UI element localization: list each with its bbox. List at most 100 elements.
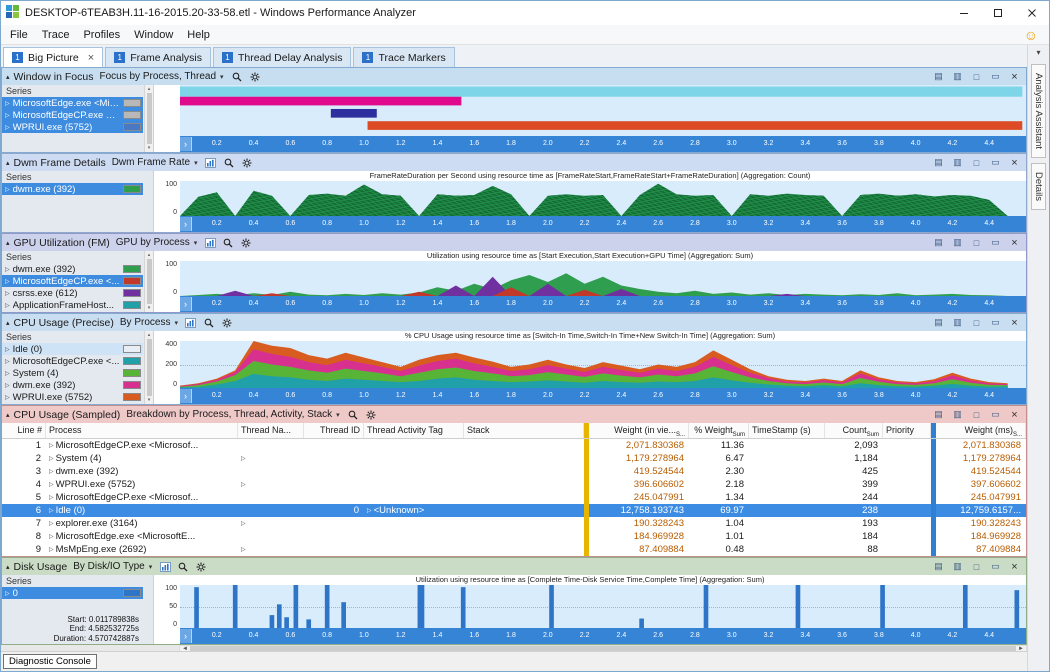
chart-type-icon[interactable] [184, 316, 198, 329]
expander-icon[interactable]: ▷ [49, 508, 54, 514]
series-item[interactable]: ▷ WPRUI.exe (5752) [2, 391, 143, 403]
expander-icon[interactable]: ▷ [5, 590, 10, 597]
axis-expand-button[interactable]: › [180, 137, 192, 151]
table-only-icon[interactable]: ▭ [991, 237, 1000, 247]
window-in-focus-chart[interactable] [180, 85, 1026, 136]
tab-frame-analysis[interactable]: 1 Frame Analysis [105, 47, 211, 67]
table-only-icon[interactable]: ▭ [991, 71, 1000, 81]
table-row[interactable]: 2 ▷ System (4) ▷ 1,179.278964 6.47 1,184 1,179.… [2, 452, 1026, 465]
column-header[interactable]: TimeStamp (s) [749, 423, 825, 438]
axis-expand-button[interactable]: › [180, 217, 192, 231]
scrollbar-thumb[interactable] [190, 646, 1016, 651]
column-header[interactable]: Priority [883, 423, 931, 438]
time-axis[interactable]: › 0.2 0.4 0.6 0.8 1.0 1.2 1.4 1.6 1.8 2.0 2.2 2.4 2.6… [154, 296, 1026, 312]
preset-dropdown[interactable]: By Process ▾ [119, 317, 178, 328]
table-only-icon[interactable]: ▭ [991, 561, 1000, 571]
panel-expander-icon[interactable]: ▴ [6, 411, 10, 419]
settings-gear-icon[interactable] [364, 408, 378, 421]
expander-icon[interactable]: ▷ [49, 547, 54, 553]
expander-icon[interactable]: ▷ [49, 469, 54, 475]
expander-icon[interactable]: ▷ [49, 443, 54, 449]
close-view-icon[interactable]: × [1011, 408, 1018, 421]
chart-type-icon[interactable] [203, 236, 217, 249]
column-header[interactable]: Weight (ms)S... [936, 423, 1026, 438]
expander-icon[interactable]: ▷ [5, 346, 10, 353]
series-item[interactable]: ▷ MicrosoftEdgeCP.exe <... [2, 355, 143, 367]
table-only-icon[interactable]: ▭ [991, 157, 1000, 167]
settings-gear-icon[interactable] [194, 560, 208, 573]
menu-help[interactable]: Help [187, 28, 210, 41]
panel-expander-icon[interactable]: ▴ [6, 563, 10, 571]
dock-options-chevron-icon[interactable]: ▾ [1036, 47, 1041, 57]
view-editor-icon[interactable]: ▤ [934, 157, 943, 167]
expander-icon[interactable]: ▷ [241, 456, 246, 462]
expander-icon[interactable]: ▷ [49, 482, 54, 488]
graph-and-table-icon[interactable]: ▥ [953, 409, 962, 419]
maximize-view-icon[interactable]: □ [973, 237, 980, 248]
expander-icon[interactable]: ▷ [49, 521, 54, 527]
expander-icon[interactable]: ▷ [5, 278, 10, 285]
column-header[interactable]: CountSum [825, 423, 883, 438]
horizontal-scrollbar[interactable]: ◄ ► [1, 645, 1027, 651]
view-editor-icon[interactable]: ▤ [934, 237, 943, 247]
column-header[interactable]: Weight (in vie...S... [589, 423, 689, 438]
table-row[interactable]: 4 ▷ WPRUI.exe (5752) ▷ 396.606602 2.18 399 397.… [2, 478, 1026, 491]
expander-icon[interactable]: ▷ [5, 186, 10, 193]
series-item[interactable]: ▷ MicrosoftEdge.exe <Micro... [2, 97, 143, 109]
preset-dropdown[interactable]: Breakdown by Process, Thread, Activity, … [126, 409, 340, 420]
graph-and-table-icon[interactable]: ▥ [953, 561, 962, 571]
panel-expander-icon[interactable]: ▴ [6, 319, 10, 327]
graph-and-table-icon[interactable]: ▥ [953, 237, 962, 247]
preset-dropdown[interactable]: Dwm Frame Rate ▾ [111, 157, 198, 168]
gold-column-divider[interactable] [584, 423, 589, 438]
close-view-icon[interactable]: × [1011, 560, 1018, 573]
axis-expand-button[interactable]: › [180, 629, 192, 643]
dwm-frame-rate-chart[interactable] [180, 181, 1026, 216]
graph-and-table-icon[interactable]: ▥ [953, 317, 962, 327]
table-row[interactable]: 8 ▷ MicrosoftEdge.exe <MicrosoftE... 184.96… [2, 530, 1026, 543]
menu-trace[interactable]: Trace [41, 28, 70, 41]
series-item[interactable]: ▷ dwm.exe (392) [2, 263, 143, 275]
close-view-icon[interactable]: × [1011, 316, 1018, 329]
series-item[interactable]: ▷ MicrosoftEdgeCP.exe <... [2, 275, 143, 287]
expander-icon[interactable]: ▷ [241, 547, 246, 553]
zoom-icon[interactable] [221, 236, 235, 249]
maximize-view-icon[interactable]: □ [973, 157, 980, 168]
menu-file[interactable]: File [10, 28, 28, 41]
table-row[interactable]: 7 ▷ explorer.exe (3164) ▷ 190.328243 1.04 193 1… [2, 517, 1026, 530]
view-editor-icon[interactable]: ▤ [934, 409, 943, 419]
maximize-view-icon[interactable]: □ [973, 317, 980, 328]
graph-and-table-icon[interactable]: ▥ [953, 71, 962, 81]
expander-icon[interactable]: ▷ [5, 358, 10, 365]
panel-expander-icon[interactable]: ▴ [6, 73, 10, 81]
table-row[interactable]: 6 ▷ Idle (0) 0 ▷ <Unknown> 12,758.193743 69.97 2… [2, 504, 1026, 517]
preset-dropdown[interactable]: GPU by Process ▾ [115, 237, 198, 248]
expander-icon[interactable]: ▷ [49, 456, 54, 462]
tab-close-icon[interactable]: × [87, 51, 95, 64]
series-scrollbar[interactable]: ▴ ▾ [144, 251, 153, 312]
table-only-icon[interactable]: ▭ [991, 317, 1000, 327]
column-header[interactable]: Line # [2, 423, 46, 438]
column-header[interactable]: Thread Activity Tag [364, 423, 464, 438]
maximize-view-icon[interactable]: □ [973, 561, 980, 572]
panel-expander-icon[interactable]: ▴ [6, 159, 10, 167]
zoom-icon[interactable] [202, 316, 216, 329]
table-only-icon[interactable]: ▭ [991, 409, 1000, 419]
close-button[interactable] [1015, 1, 1049, 25]
zoom-icon[interactable] [176, 560, 190, 573]
series-scrollbar[interactable]: ▴ ▾ [144, 331, 153, 404]
time-axis[interactable]: › 0.2 0.4 0.6 0.8 1.0 1.2 1.4 1.6 1.8 2.0 2.2 2.4 2.6… [154, 136, 1026, 152]
time-axis[interactable]: › 0.2 0.4 0.6 0.8 1.0 1.2 1.4 1.6 1.8 2.0 2.2 2.4 2.6… [154, 216, 1026, 232]
maximize-view-icon[interactable]: □ [973, 409, 980, 420]
expander-icon[interactable]: ▷ [367, 508, 372, 514]
settings-gear-icon[interactable] [240, 156, 254, 169]
series-item[interactable]: ▷ System (4) [2, 367, 143, 379]
diagnostic-console-button[interactable]: Diagnostic Console [3, 654, 97, 669]
settings-gear-icon[interactable] [239, 236, 253, 249]
preset-dropdown[interactable]: Focus by Process, Thread ▾ [99, 71, 224, 82]
expander-icon[interactable]: ▷ [5, 266, 10, 273]
zoom-icon[interactable] [230, 70, 244, 83]
gpu-utilization-chart[interactable] [180, 261, 1026, 296]
scroll-right-icon[interactable]: ► [1018, 646, 1024, 651]
series-item[interactable]: ▷ dwm.exe (392) [2, 183, 143, 195]
